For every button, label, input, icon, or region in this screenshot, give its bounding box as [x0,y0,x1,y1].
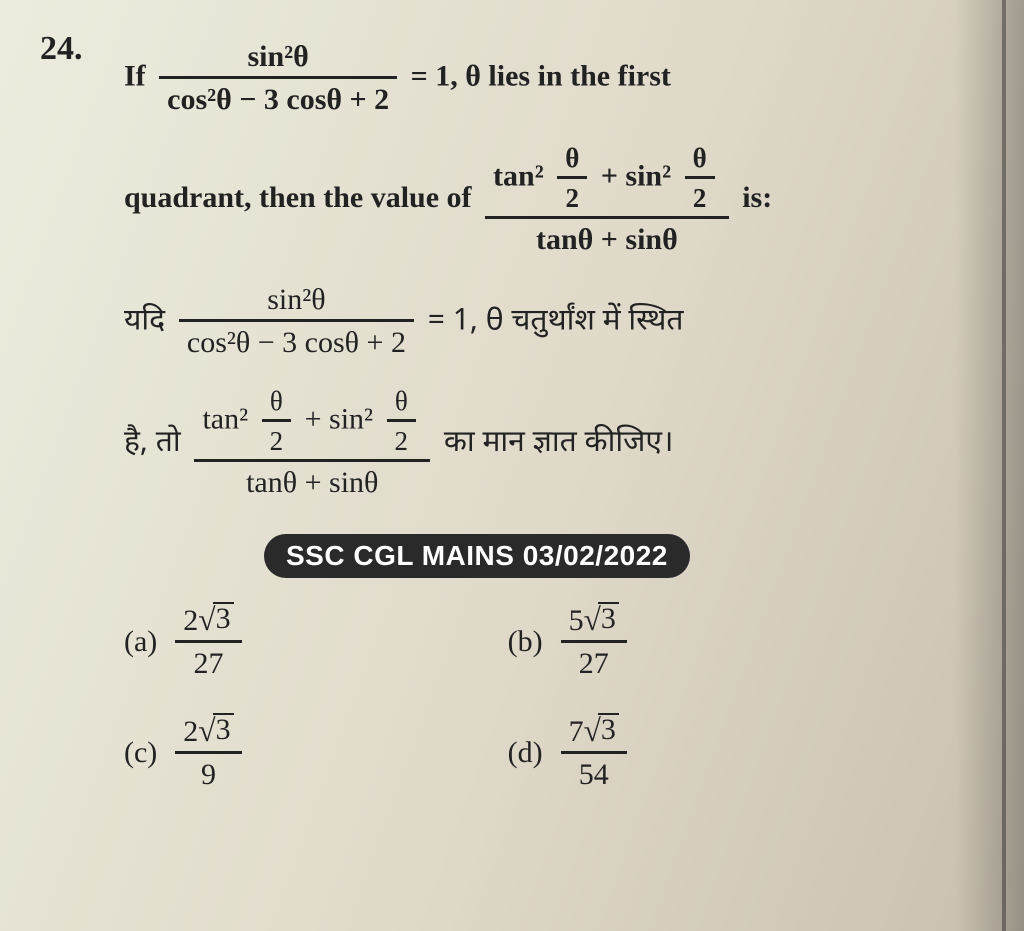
question-body: If sin²θ cos²θ − 3 cosθ + 2 = 1, θ lies … [124,30,954,824]
fraction-denominator: cos²θ − 3 cosθ + 2 [159,76,397,117]
english-line-2: quadrant, then the value of tan² θ2 + si… [124,143,954,257]
target-denominator-hi: tanθ + sinθ [194,459,430,500]
option-a[interactable]: (a) 23 27 [124,602,248,681]
main-fraction-hi: sin²θ cos²θ − 3 cosθ + 2 [179,283,414,360]
options: (a) 23 27 (b) 53 27 [124,602,954,792]
target-denominator: tanθ + sinθ [485,216,729,257]
fraction-denominator-hi: cos²θ − 3 cosθ + 2 [179,319,414,360]
option-c[interactable]: (c) 23 9 [124,713,248,792]
target-fraction: tan² θ2 + sin² θ2 tanθ + sinθ [485,143,729,257]
hin2-suffix: का मान ज्ञात कीजिए। [444,419,673,460]
hin-suffix: = 1, θ चतुर्थांश में स्थित [428,298,684,339]
target-numerator: tan² θ2 + sin² θ2 [485,143,729,216]
question-number: 24. [40,30,120,68]
option-row-2: (c) 23 9 (d) 73 54 [124,713,954,792]
option-label: (a) [124,625,157,659]
hindi-line-1: यदि sin²θ cos²θ − 3 cosθ + 2 = 1, θ चतुर… [124,283,954,360]
eng2-prefix: quadrant, then the value of [124,181,479,214]
option-label: (c) [124,736,157,770]
hindi-line-2: है, तो tan² θ2 + sin² θ2 tanθ + sinθ का … [124,386,954,500]
fraction-numerator: sin²θ [159,40,397,76]
target-numerator-hi: tan² θ2 + sin² θ2 [194,386,430,459]
eng2-suffix: is: [742,181,772,214]
exam-tag: SSC CGL MAINS 03/02/2022 [264,534,690,578]
hin-prefix: यदि [124,298,173,339]
eng-suffix: = 1, θ lies in the first [411,59,671,92]
option-label: (b) [508,625,543,659]
target-fraction-hi: tan² θ2 + sin² θ2 tanθ + sinθ [194,386,430,500]
fraction-numerator-hi: sin²θ [179,283,414,319]
hin2-prefix: है, तो [124,419,188,460]
option-d[interactable]: (d) 73 54 [508,713,633,792]
option-b[interactable]: (b) 53 27 [508,602,633,681]
english-line-1: If sin²θ cos²θ − 3 cosθ + 2 = 1, θ lies … [124,40,954,117]
page: 24. If sin²θ cos²θ − 3 cosθ + 2 = 1, θ l… [0,0,1024,931]
option-label: (d) [508,736,543,770]
option-row-1: (a) 23 27 (b) 53 27 [124,602,954,681]
main-fraction: sin²θ cos²θ − 3 cosθ + 2 [159,40,397,117]
eng-prefix: If [124,59,153,92]
